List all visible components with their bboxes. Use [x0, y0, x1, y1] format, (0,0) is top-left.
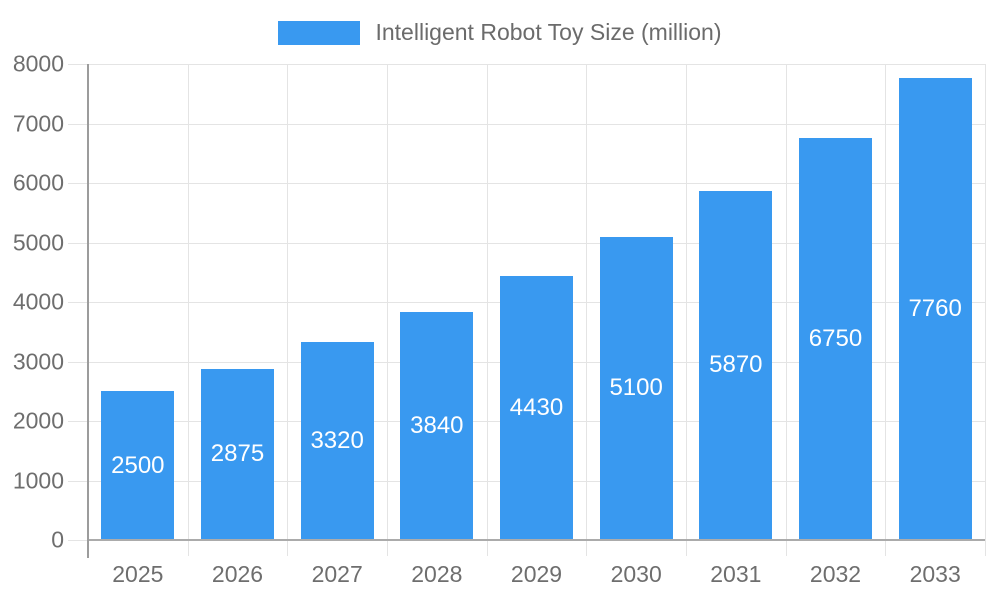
- gridline-horizontal: [68, 64, 985, 65]
- plot-area: 2500 2875 3320 3840 4430 5100 5870 6750 7760: [68, 64, 986, 558]
- x-tick-label: 2031: [710, 561, 762, 587]
- gridline-vertical: [686, 64, 687, 556]
- bar-2030[interactable]: 5100: [599, 236, 673, 540]
- bar-2033[interactable]: 7760: [898, 78, 972, 540]
- gridline-vertical: [187, 64, 189, 556]
- bar-value-label: 2500: [111, 451, 165, 479]
- bar-2032[interactable]: 6750: [799, 138, 872, 540]
- gridline-horizontal: [68, 242, 985, 244]
- gridline-vertical: [885, 64, 887, 556]
- bar-2026[interactable]: 2875: [201, 368, 274, 540]
- bar-2027[interactable]: 3320: [300, 342, 374, 540]
- legend[interactable]: Intelligent Robot Toy Size (million): [0, 19, 1000, 46]
- bar-value-label: 3320: [310, 427, 364, 455]
- y-tick-label: 7000: [12, 110, 64, 136]
- y-tick-label: 1000: [12, 467, 64, 493]
- bar-value-label: 4430: [509, 394, 564, 422]
- y-axis-line: [87, 64, 89, 558]
- y-tick-label: 5000: [12, 229, 64, 255]
- gridline-vertical: [785, 64, 787, 556]
- x-tick-label: 2025: [112, 561, 164, 587]
- bar-value-label: 6750: [808, 325, 863, 353]
- bar-value-label: 2875: [210, 440, 265, 468]
- y-tick-label: 8000: [12, 50, 64, 77]
- gridline-horizontal: [68, 183, 985, 184]
- x-tick-label: 2028: [411, 561, 463, 587]
- bar-2028[interactable]: 3840: [400, 311, 474, 540]
- y-tick-label: 0: [51, 526, 64, 553]
- bar-value-label: 7760: [908, 295, 962, 323]
- gridline-vertical: [287, 64, 289, 556]
- gridline-vertical: [586, 64, 588, 556]
- bar-2029[interactable]: 4430: [500, 276, 573, 540]
- gridline-horizontal: [68, 123, 985, 125]
- y-tick-label: 4000: [12, 288, 64, 315]
- x-tick-label: 2029: [510, 561, 563, 587]
- x-tick-label: 2033: [909, 561, 961, 587]
- x-tick-label: 2030: [610, 561, 662, 587]
- y-tick-label: 6000: [12, 169, 64, 196]
- gridline-vertical: [985, 64, 986, 556]
- x-axis-line: [88, 539, 985, 541]
- legend-swatch: [278, 20, 361, 45]
- bar-value-label: 5870: [709, 351, 763, 379]
- x-tick-label: 2026: [211, 561, 264, 587]
- bar-2031[interactable]: 5870: [699, 190, 773, 540]
- legend-label: Intelligent Robot Toy Size (million): [375, 19, 722, 45]
- bar-value-label: 5100: [609, 374, 663, 402]
- gridline-vertical: [387, 64, 388, 556]
- y-tick-label: 3000: [12, 348, 64, 374]
- x-tick-label: 2032: [809, 561, 862, 587]
- y-tick-label: 2000: [12, 407, 64, 434]
- x-tick-label: 2027: [311, 561, 363, 587]
- bar-value-label: 3840: [410, 411, 464, 439]
- gridline-vertical: [486, 64, 488, 556]
- bar-2025[interactable]: 2500: [101, 391, 175, 540]
